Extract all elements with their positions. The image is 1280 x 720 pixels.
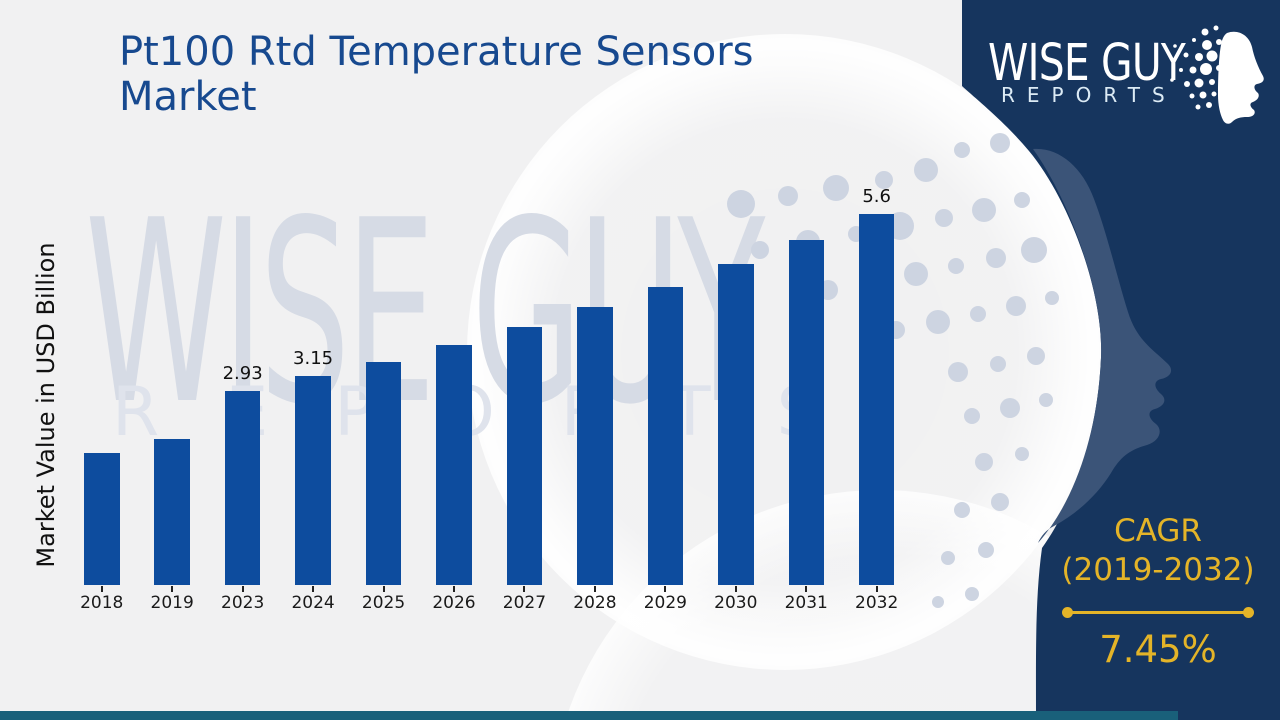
- face-silhouette-icon: [1033, 148, 1172, 543]
- line-end-dot-left: [1062, 607, 1073, 618]
- page-title: Pt100 Rtd Temperature Sensors Market: [119, 30, 754, 120]
- x-axis-tick: [312, 586, 315, 592]
- page-title-line2: Market: [119, 74, 257, 120]
- x-tick-label-2031: 2031: [784, 593, 828, 613]
- x-axis-tick: [171, 586, 174, 592]
- x-axis-tick: [382, 586, 385, 592]
- cagr-heading: CAGR: [1114, 513, 1202, 549]
- x-tick-label-2023: 2023: [221, 593, 265, 613]
- x-axis-tick: [523, 586, 526, 592]
- x-axis-tick: [805, 586, 808, 592]
- bar-value-label-2032: 5.6: [862, 186, 891, 208]
- bar-2018: [84, 452, 120, 585]
- cagr-divider-line: [1062, 607, 1254, 618]
- x-tick-label-2025: 2025: [361, 593, 406, 613]
- x-axis-tick: [664, 586, 667, 592]
- x-tick-label-2029: 2029: [643, 593, 687, 613]
- line-end-dot-right: [1243, 607, 1254, 618]
- x-axis-tick: [241, 586, 244, 592]
- x-tick-label-2026: 2026: [432, 593, 476, 613]
- x-tick-label-2018: 2018: [80, 593, 124, 613]
- x-axis-tick: [875, 586, 878, 592]
- x-tick-label-2019: 2019: [150, 593, 194, 613]
- cagr-block: CAGR (2019-2032) 7.45%: [1040, 512, 1276, 668]
- x-tick-label-2028: 2028: [573, 593, 617, 613]
- x-axis-tick: [100, 586, 103, 592]
- x-tick-label-2032: 2032: [855, 593, 899, 613]
- x-axis-tick: [734, 586, 737, 592]
- logo-brand-subtitle: REPORTS: [1001, 83, 1177, 107]
- watermark-reports-text: REPORTS: [112, 373, 886, 452]
- cagr-range: (2019-2032): [1061, 552, 1255, 588]
- bar-2019: [154, 439, 190, 585]
- x-axis-tick: [593, 586, 596, 592]
- x-axis-tick: [453, 586, 455, 592]
- bottom-strip: [0, 711, 1178, 720]
- y-axis-label: Market Value in USD Billion: [32, 242, 60, 568]
- x-tick-label-2024: 2024: [291, 593, 335, 613]
- x-tick-label-2030: 2030: [714, 593, 758, 613]
- x-tick-label-2027: 2027: [502, 593, 547, 613]
- cagr-value: 7.45%: [1099, 628, 1217, 671]
- logo-brand-name: WISE GUY: [988, 34, 1186, 93]
- watermark-dots-icon: [727, 133, 1059, 608]
- page-title-line1: Pt100 Rtd Temperature Sensors: [119, 29, 754, 75]
